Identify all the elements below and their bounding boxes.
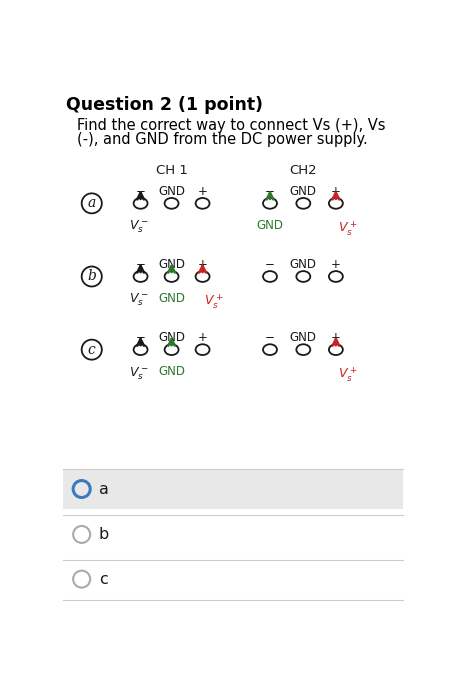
Text: b: b	[99, 527, 109, 542]
Text: a: a	[88, 197, 96, 210]
Text: Find the correct way to connect Vs (+), Vs: Find the correct way to connect Vs (+), …	[77, 118, 385, 133]
Text: +: +	[331, 331, 341, 344]
Text: −: −	[136, 185, 146, 197]
Text: $V_s^-$: $V_s^-$	[129, 365, 149, 382]
Text: $V_s^+$: $V_s^+$	[338, 365, 358, 384]
Text: $V_s^-$: $V_s^-$	[129, 292, 149, 309]
Text: (-), and GND from the DC power supply.: (-), and GND from the DC power supply.	[77, 132, 368, 147]
Text: CH 1: CH 1	[156, 164, 187, 176]
Text: Question 2 (1 point): Question 2 (1 point)	[66, 97, 263, 114]
Text: GND: GND	[158, 258, 185, 271]
Text: +: +	[331, 185, 341, 197]
Text: −: −	[136, 258, 146, 271]
Text: $V_s^+$: $V_s^+$	[338, 218, 358, 237]
Text: GND: GND	[158, 331, 185, 344]
Text: GND: GND	[158, 365, 185, 378]
Text: $V_s^-$: $V_s^-$	[129, 218, 149, 235]
Text: GND: GND	[158, 292, 185, 305]
Text: +: +	[197, 258, 207, 271]
Text: +: +	[331, 258, 341, 271]
FancyBboxPatch shape	[63, 469, 403, 509]
Text: $V_s^+$: $V_s^+$	[204, 292, 223, 311]
Text: GND: GND	[290, 258, 317, 271]
Text: +: +	[197, 185, 207, 197]
Text: c: c	[88, 343, 96, 357]
Text: −: −	[265, 331, 275, 344]
Text: −: −	[136, 331, 146, 344]
Text: +: +	[197, 331, 207, 344]
Text: GND: GND	[290, 185, 317, 197]
Text: −: −	[265, 185, 275, 197]
Text: a: a	[99, 482, 109, 496]
Text: c: c	[99, 572, 107, 587]
Text: −: −	[265, 258, 275, 271]
Text: b: b	[87, 270, 96, 284]
Text: CH2: CH2	[289, 164, 317, 176]
Text: GND: GND	[257, 218, 283, 232]
Text: GND: GND	[290, 331, 317, 344]
Text: GND: GND	[158, 185, 185, 197]
